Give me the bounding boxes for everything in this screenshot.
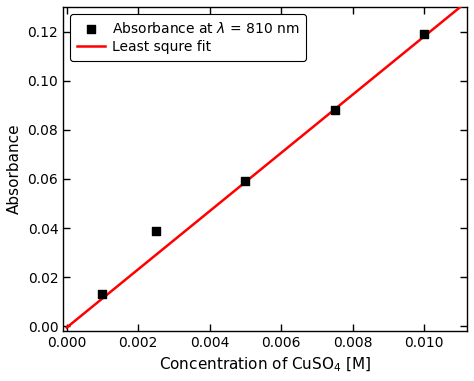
Point [242,178,249,184]
Point [331,107,338,113]
X-axis label: Concentration of CuSO$_4$ [M]: Concentration of CuSO$_4$ [M] [159,355,371,374]
Point [152,227,160,234]
Point [420,31,428,37]
Point [99,291,106,298]
Y-axis label: Absorbance: Absorbance [7,124,22,215]
Legend: Absorbance at $\lambda$ = 810 nm, Least squre fit: Absorbance at $\lambda$ = 810 nm, Least … [70,14,306,61]
